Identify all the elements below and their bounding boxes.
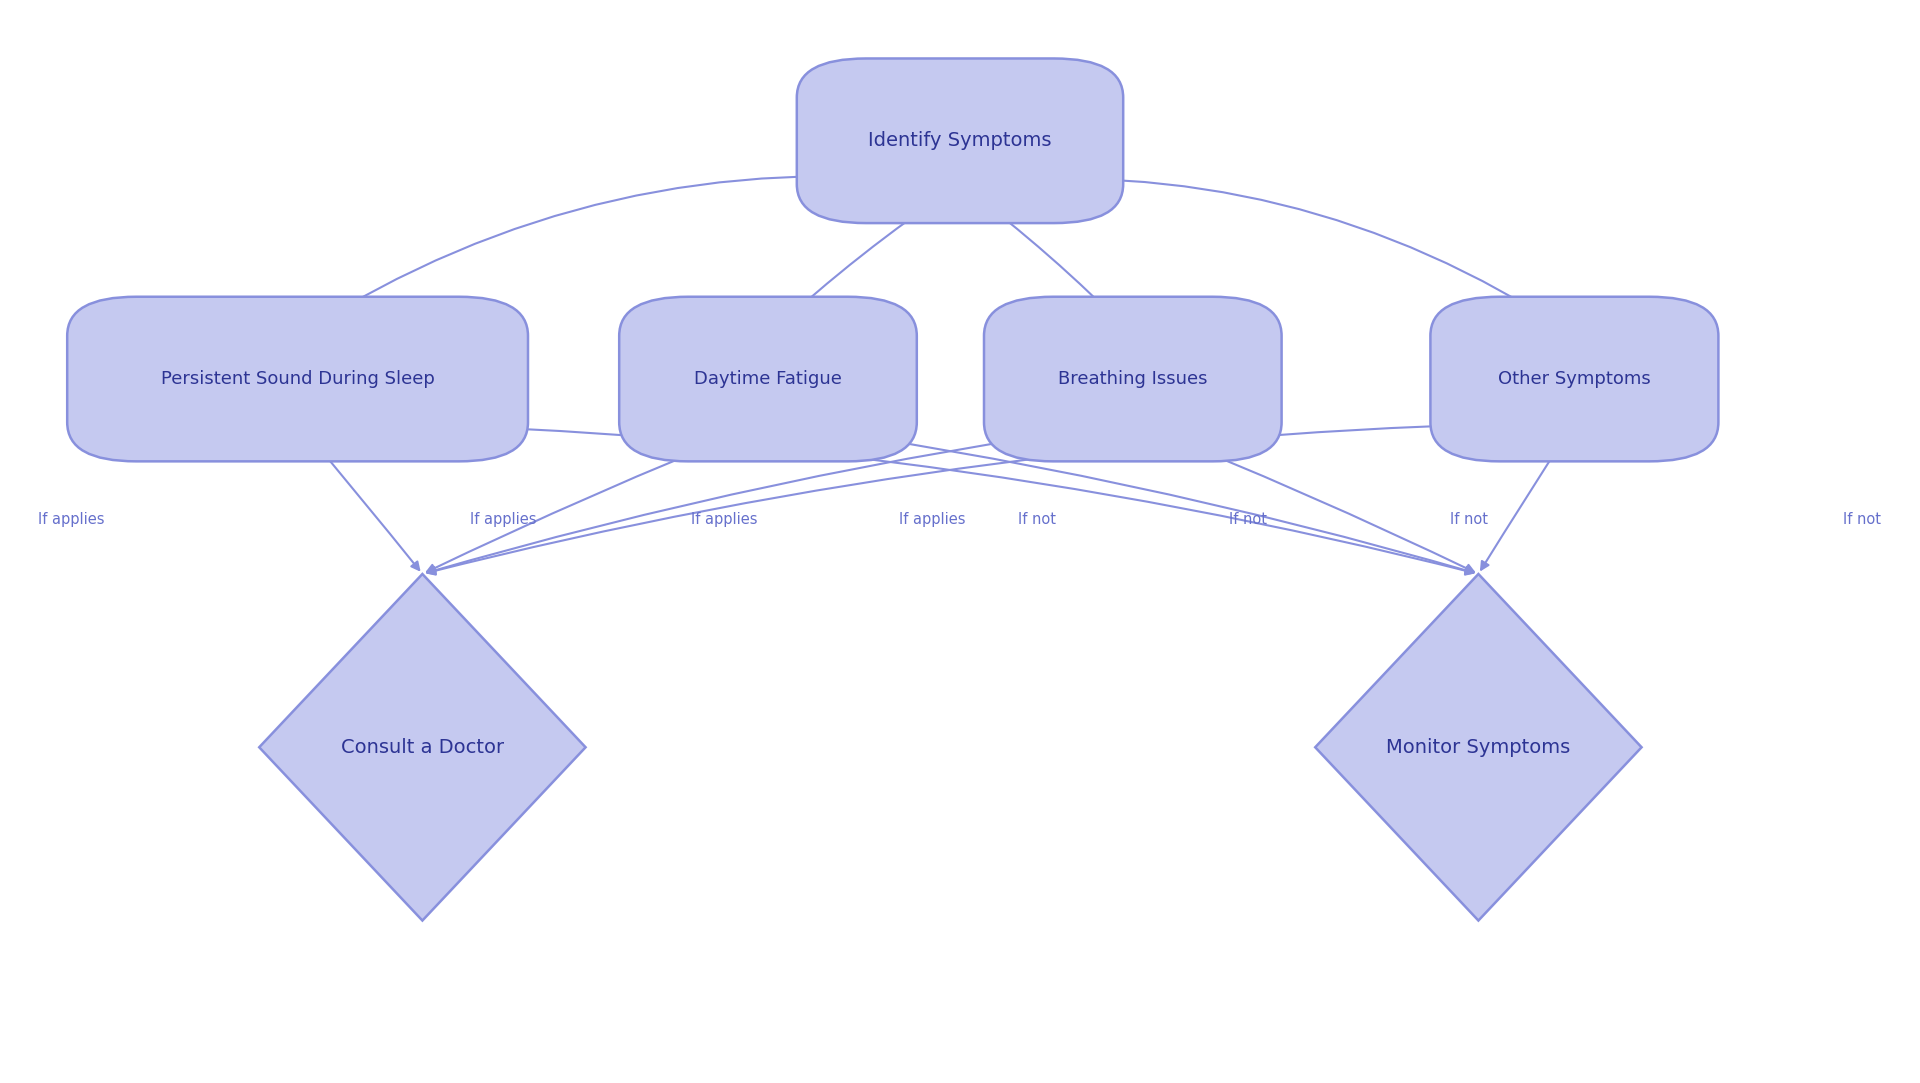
Text: Breathing Issues: Breathing Issues bbox=[1058, 370, 1208, 388]
Text: If not: If not bbox=[1229, 512, 1267, 527]
Text: Consult a Doctor: Consult a Doctor bbox=[342, 738, 503, 757]
Text: If applies: If applies bbox=[691, 512, 758, 527]
FancyBboxPatch shape bbox=[618, 297, 918, 461]
Text: If applies: If applies bbox=[899, 512, 966, 527]
FancyBboxPatch shape bbox=[67, 297, 528, 461]
FancyBboxPatch shape bbox=[1430, 297, 1718, 461]
Polygon shape bbox=[259, 574, 586, 921]
Text: If applies: If applies bbox=[38, 512, 106, 527]
Text: If not: If not bbox=[1450, 512, 1488, 527]
FancyBboxPatch shape bbox=[983, 297, 1283, 461]
Text: Monitor Symptoms: Monitor Symptoms bbox=[1386, 738, 1571, 757]
Text: Other Symptoms: Other Symptoms bbox=[1498, 370, 1651, 388]
Text: If not: If not bbox=[1843, 512, 1882, 527]
Text: Persistent Sound During Sleep: Persistent Sound During Sleep bbox=[161, 370, 434, 388]
FancyBboxPatch shape bbox=[797, 58, 1123, 223]
Text: Daytime Fatigue: Daytime Fatigue bbox=[693, 370, 843, 388]
Polygon shape bbox=[1315, 574, 1642, 921]
Text: If applies: If applies bbox=[470, 512, 538, 527]
Text: If not: If not bbox=[1018, 512, 1056, 527]
Text: Identify Symptoms: Identify Symptoms bbox=[868, 131, 1052, 151]
